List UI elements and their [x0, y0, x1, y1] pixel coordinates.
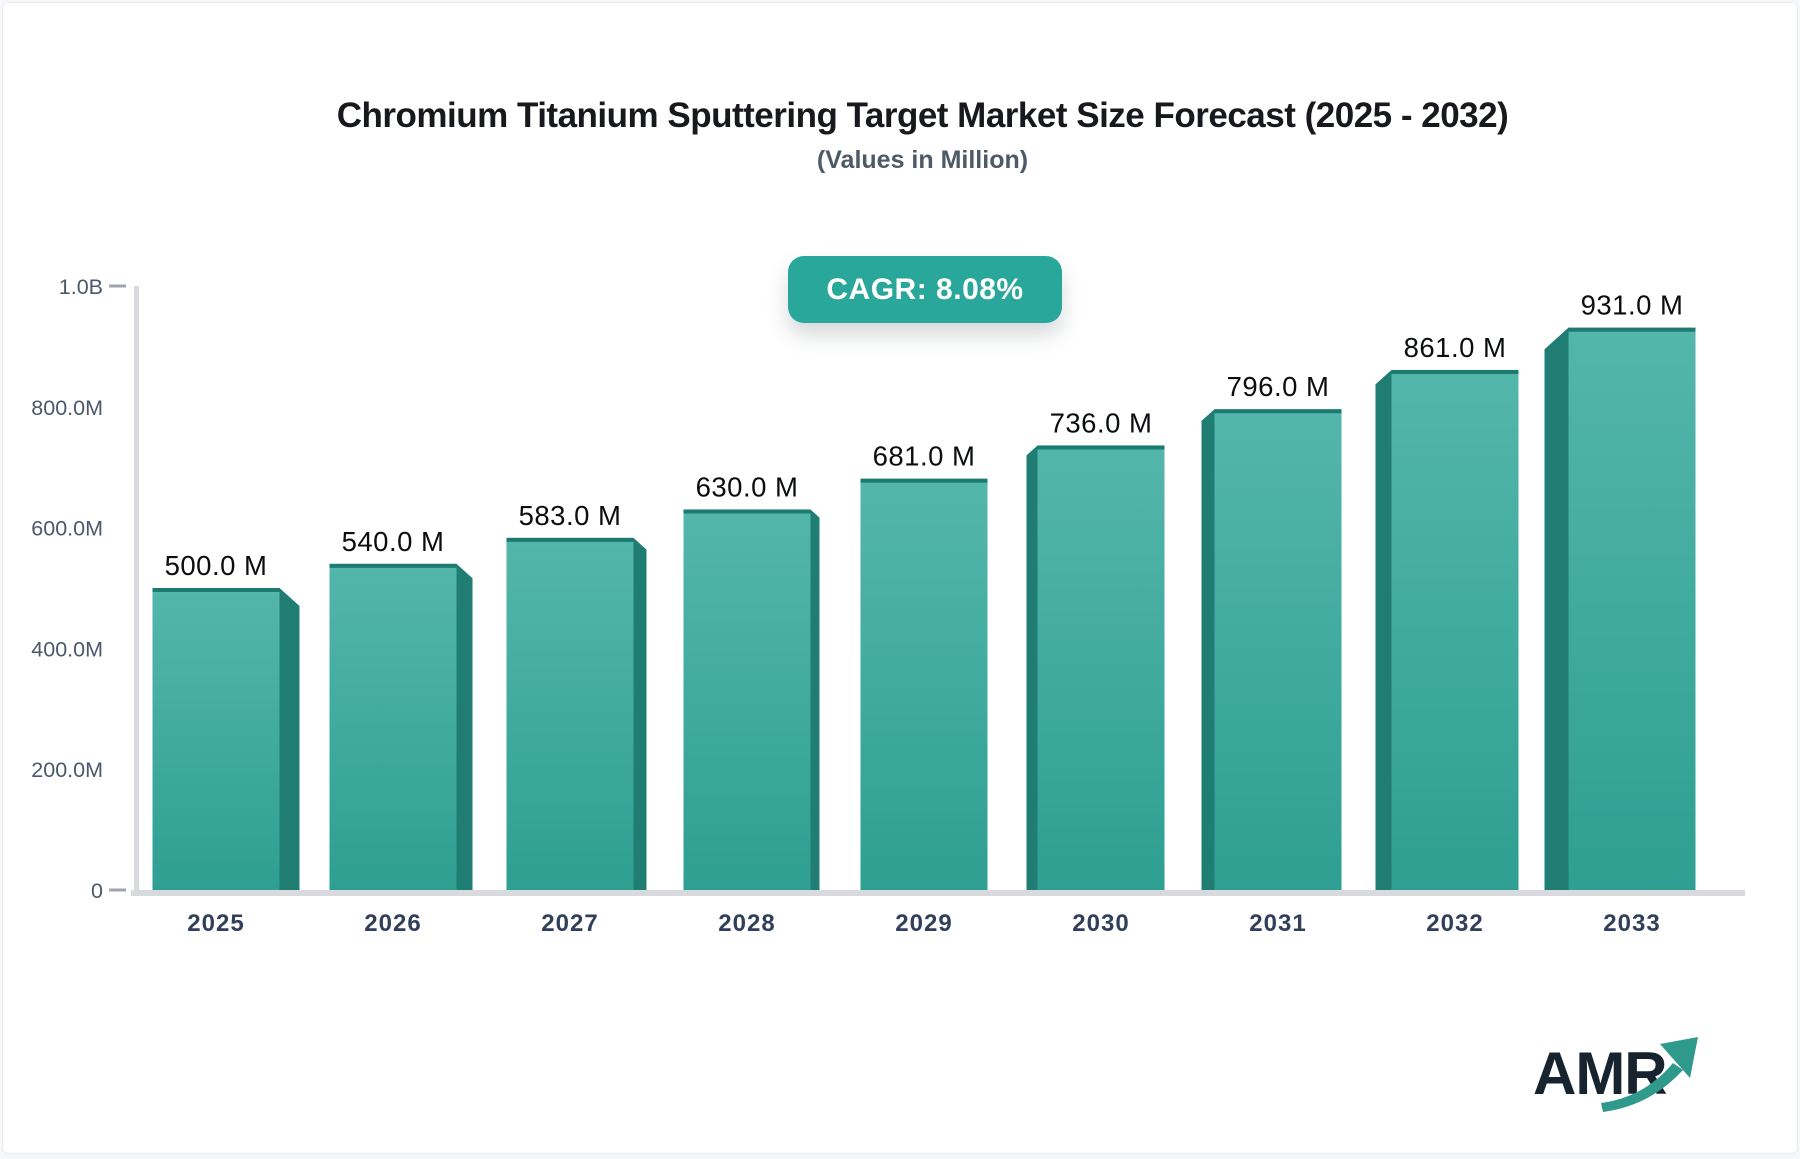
bar-face	[506, 537, 634, 890]
x-tick-label: 2031	[1249, 910, 1306, 937]
bar-value-label: 796.0 M	[1227, 371, 1330, 402]
bar-value-label: 931.0 M	[1581, 290, 1684, 321]
x-tick-label: 2032	[1426, 910, 1483, 937]
chart-header: Chromium Titanium Sputtering Target Mark…	[48, 95, 1797, 175]
bar-face	[1214, 409, 1342, 890]
y-tick-label: 600.0M	[31, 517, 103, 541]
bar-face	[1037, 445, 1165, 890]
bar-face	[329, 563, 457, 890]
bar-top-edge	[1037, 445, 1165, 450]
bar-value-label: 861.0 M	[1404, 332, 1507, 363]
y-axis-line	[134, 286, 139, 894]
bar-face	[683, 509, 811, 890]
bar-chart: 0 200.0M 400.0M 600.0M 800.0M 1.0B 500.0 M 2025…	[31, 275, 1745, 937]
bar-top-edge	[1391, 369, 1519, 374]
bar-side	[633, 537, 647, 890]
bar-side	[810, 509, 820, 890]
bar-value-label: 630.0 M	[696, 471, 799, 502]
growth-arrow-icon	[1601, 1037, 1698, 1112]
y-tick-label: 200.0M	[31, 758, 103, 782]
x-tick-label: 2028	[718, 910, 775, 937]
y-tick-label: 400.0M	[31, 637, 103, 661]
bar-top-edge	[329, 563, 457, 568]
bar-top-edge	[683, 509, 811, 514]
x-tick-label: 2033	[1603, 910, 1660, 937]
x-tick-label: 2026	[364, 910, 421, 937]
bar-side	[1201, 409, 1215, 890]
y-tick-label: 1.0B	[59, 275, 103, 299]
y-tick-label: 800.0M	[31, 396, 103, 420]
bar-top-edge	[506, 537, 634, 542]
bar-top-edge	[1214, 409, 1342, 414]
x-tick-label: 2029	[895, 910, 952, 937]
chart-title: Chromium Titanium Sputtering Target Mark…	[336, 96, 1509, 135]
bar-value-label: 583.0 M	[519, 500, 622, 531]
x-tick-label: 2025	[187, 910, 244, 937]
y-tick-label: 0	[91, 879, 103, 903]
y-axis-tick	[109, 284, 126, 288]
bar-top-edge	[860, 478, 988, 483]
bar-side	[1544, 327, 1569, 890]
x-tick-label: 2027	[541, 910, 598, 937]
bar-face	[1568, 327, 1696, 890]
bar-face	[1391, 369, 1519, 890]
bar-top-edge	[1568, 327, 1696, 332]
x-axis-line	[131, 890, 1745, 896]
bar-side	[1375, 369, 1392, 890]
bar-face	[152, 588, 280, 890]
amr-logo: AMR	[1523, 1033, 1773, 1153]
bar-side	[1026, 445, 1038, 890]
bar-value-label: 736.0 M	[1050, 407, 1153, 438]
bar-face	[860, 478, 988, 890]
chart-subtitle: (Values in Million)	[816, 146, 1029, 174]
bar-value-label: 681.0 M	[873, 441, 976, 472]
cagr-badge-label: CAGR: 8.08%	[826, 272, 1024, 306]
cagr-badge: CAGR: 8.08%	[788, 256, 1062, 323]
bar-side	[279, 588, 300, 890]
bar-top-edge	[152, 588, 280, 592]
x-tick-label: 2030	[1072, 910, 1129, 937]
bar-value-label: 540.0 M	[342, 526, 445, 557]
bar-value-label: 500.0 M	[165, 550, 268, 581]
bar-side	[456, 563, 473, 890]
y-axis-tick	[109, 888, 126, 892]
